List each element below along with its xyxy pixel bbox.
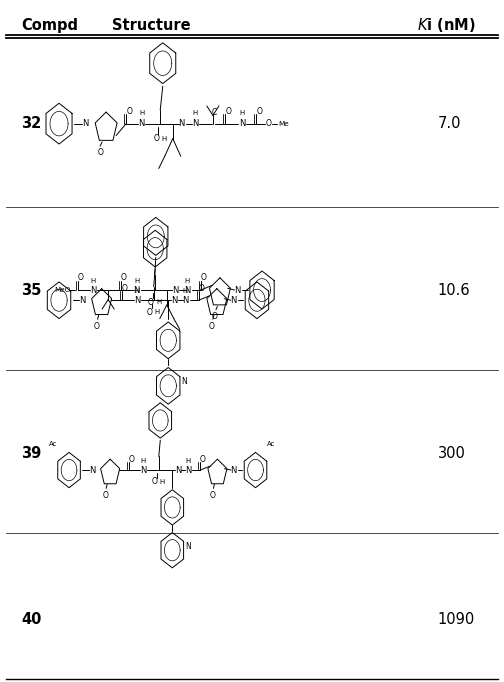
Text: O: O [126, 107, 132, 116]
Text: 35: 35 [22, 282, 42, 297]
Text: O: O [78, 273, 84, 282]
Text: N: N [181, 377, 187, 386]
Text: N: N [134, 296, 140, 305]
Text: O: O [146, 308, 152, 317]
Text: O: O [102, 490, 108, 500]
Text: H: H [185, 458, 191, 464]
Text: O: O [148, 298, 154, 307]
Text: O: O [153, 134, 159, 143]
Text: H: H [134, 278, 139, 284]
Text: N: N [230, 296, 236, 305]
Text: N: N [184, 466, 191, 475]
Text: O: O [212, 312, 218, 321]
Text: $\mathit{K}$i (nM): $\mathit{K}$i (nM) [417, 16, 476, 34]
Text: 40: 40 [22, 612, 42, 627]
Text: 10.6: 10.6 [437, 282, 470, 297]
Text: Me: Me [278, 121, 289, 127]
Text: N: N [172, 286, 178, 295]
Text: H: H [156, 299, 161, 306]
Text: N: N [174, 466, 181, 475]
Text: O: O [128, 455, 134, 464]
Text: N: N [171, 296, 177, 305]
Text: H: H [185, 278, 190, 284]
Text: N: N [140, 466, 147, 475]
Text: O: O [121, 284, 127, 293]
Text: O: O [209, 321, 215, 331]
Text: H: H [91, 278, 96, 284]
Text: H: H [240, 110, 245, 117]
Text: H: H [161, 136, 166, 142]
Text: N: N [239, 119, 245, 128]
Text: O: O [210, 490, 215, 500]
Text: 39: 39 [22, 445, 42, 460]
Text: 1090: 1090 [437, 612, 475, 627]
Text: N: N [192, 119, 199, 128]
Text: N: N [139, 119, 145, 128]
Text: Ac: Ac [49, 441, 58, 447]
Text: N: N [90, 286, 96, 295]
Text: N: N [182, 296, 188, 305]
Text: N: N [82, 119, 88, 128]
Text: N: N [134, 286, 140, 295]
Text: N: N [80, 296, 86, 305]
Text: Compd: Compd [22, 18, 79, 33]
Text: N: N [89, 466, 95, 475]
Text: O: O [266, 119, 272, 128]
Text: O: O [257, 107, 263, 116]
Text: H: H [141, 458, 146, 464]
Text: O: O [121, 273, 127, 282]
Text: H: H [182, 288, 188, 295]
Text: 32: 32 [22, 116, 42, 131]
Text: Structure: Structure [112, 18, 191, 33]
Text: O: O [94, 321, 100, 331]
Text: H: H [193, 110, 198, 116]
Text: O: O [97, 149, 103, 158]
Text: O: O [151, 477, 157, 486]
Text: O: O [200, 455, 206, 464]
Text: O: O [201, 273, 207, 282]
Text: 7.0: 7.0 [437, 116, 461, 131]
Text: O: O [225, 107, 231, 116]
Text: N: N [184, 286, 191, 295]
Text: 300: 300 [437, 445, 465, 460]
Text: Ac: Ac [267, 441, 275, 447]
Text: N: N [178, 119, 185, 128]
Text: H: H [159, 479, 164, 485]
Text: C: C [211, 108, 217, 117]
Text: N: N [230, 466, 237, 475]
Text: H: H [139, 110, 144, 116]
Text: N: N [234, 286, 240, 295]
Text: H: H [135, 288, 140, 295]
Text: O: O [199, 284, 204, 293]
Text: H: H [154, 310, 159, 316]
Text: N: N [185, 542, 191, 550]
Text: MeO: MeO [54, 287, 71, 293]
